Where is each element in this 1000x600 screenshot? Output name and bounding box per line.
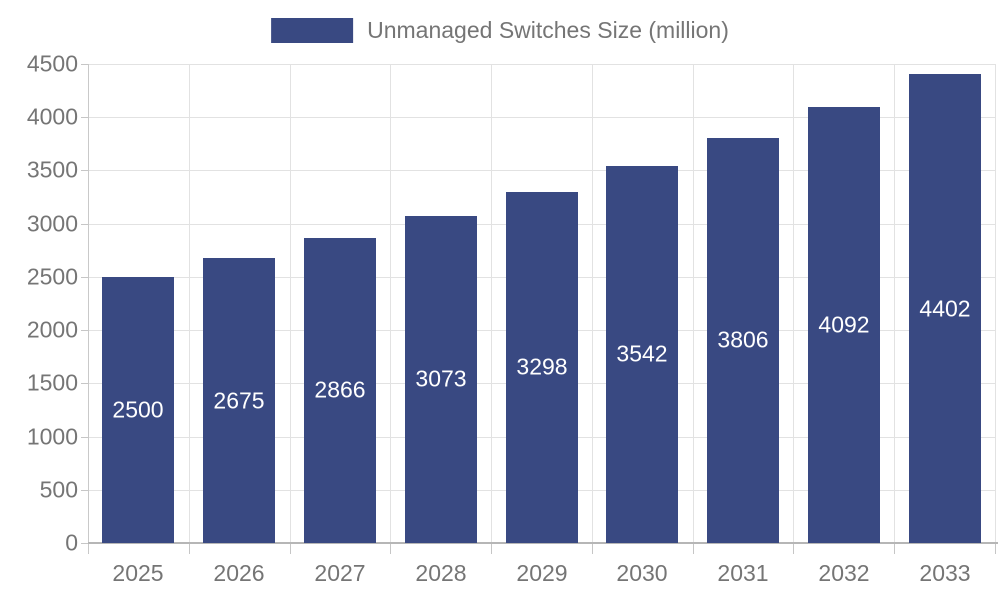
bar-2032 (808, 107, 880, 543)
y-axis-line (88, 64, 89, 553)
y-tick-label: 3500 (26, 156, 78, 183)
x-tick-label: 2025 (112, 560, 164, 586)
y-axis-tick (81, 224, 88, 225)
x-axis-tick (189, 544, 190, 554)
v-gridline (693, 64, 694, 543)
y-axis-tick (81, 543, 88, 544)
y-axis-tick (81, 170, 88, 171)
bar-value-label: 2675 (213, 387, 265, 414)
legend-label: Unmanaged Switches Size (million) (367, 17, 729, 43)
y-axis-tick (81, 437, 88, 438)
y-tick-label: 4000 (26, 103, 78, 130)
bar-2027 (304, 238, 376, 543)
y-tick-label: 2500 (26, 263, 78, 290)
x-axis-tick (793, 544, 794, 554)
x-axis-line (88, 542, 998, 544)
bar-value-label: 4402 (919, 295, 971, 322)
x-tick-label: 2027 (314, 560, 366, 586)
x-tick-label: 2029 (516, 560, 568, 586)
y-tick-label: 1500 (26, 369, 78, 396)
x-tick-label: 2032 (818, 560, 870, 586)
bar-2031 (707, 138, 779, 543)
legend-swatch (271, 18, 354, 43)
bar-value-label: 4092 (818, 311, 870, 338)
x-tick-label: 2028 (415, 560, 467, 586)
v-gridline (390, 64, 391, 543)
v-gridline (189, 64, 190, 543)
x-axis-tick (995, 544, 996, 554)
x-tick-label: 2026 (213, 560, 265, 586)
x-tick-label: 2030 (616, 560, 668, 586)
y-tick-label: 1000 (26, 423, 78, 450)
bar-value-label: 3298 (516, 353, 568, 380)
legend: Unmanaged Switches Size (million) (271, 17, 729, 44)
v-gridline (592, 64, 593, 543)
bar-value-label: 3542 (616, 340, 668, 367)
x-axis-tick (390, 544, 391, 554)
h-gridline (88, 64, 995, 65)
bar-2029 (506, 192, 578, 543)
bar-value-label: 3806 (717, 326, 769, 353)
y-tick-label: 500 (39, 476, 78, 503)
y-axis-tick (81, 330, 88, 331)
y-tick-label: 0 (65, 529, 78, 556)
y-axis-tick (81, 117, 88, 118)
v-gridline (290, 64, 291, 543)
bar-2026 (203, 258, 275, 543)
x-axis-tick (693, 544, 694, 554)
x-axis-tick (290, 544, 291, 554)
bar-value-label: 3073 (415, 365, 467, 392)
y-axis-tick (81, 383, 88, 384)
v-gridline (894, 64, 895, 543)
h-gridline (88, 117, 995, 118)
y-axis-tick (81, 277, 88, 278)
y-axis-tick (81, 64, 88, 65)
v-gridline (995, 64, 996, 543)
x-axis-tick (491, 544, 492, 554)
x-axis-tick (894, 544, 895, 554)
y-axis-tick (81, 490, 88, 491)
y-tick-label: 2000 (26, 316, 78, 343)
h-gridline (88, 170, 995, 171)
x-tick-label: 2031 (717, 560, 769, 586)
bar-2033 (909, 74, 981, 543)
v-gridline (491, 64, 492, 543)
y-tick-label: 3000 (26, 210, 78, 237)
x-axis-tick (592, 544, 593, 554)
bar-value-label: 2866 (314, 376, 366, 403)
y-tick-label: 4500 (26, 50, 78, 77)
bar-2028 (405, 216, 477, 543)
bar-2030 (606, 166, 678, 543)
bar-value-label: 2500 (112, 396, 164, 423)
v-gridline (793, 64, 794, 543)
x-tick-label: 2033 (919, 560, 971, 586)
bar-2025 (102, 277, 174, 543)
